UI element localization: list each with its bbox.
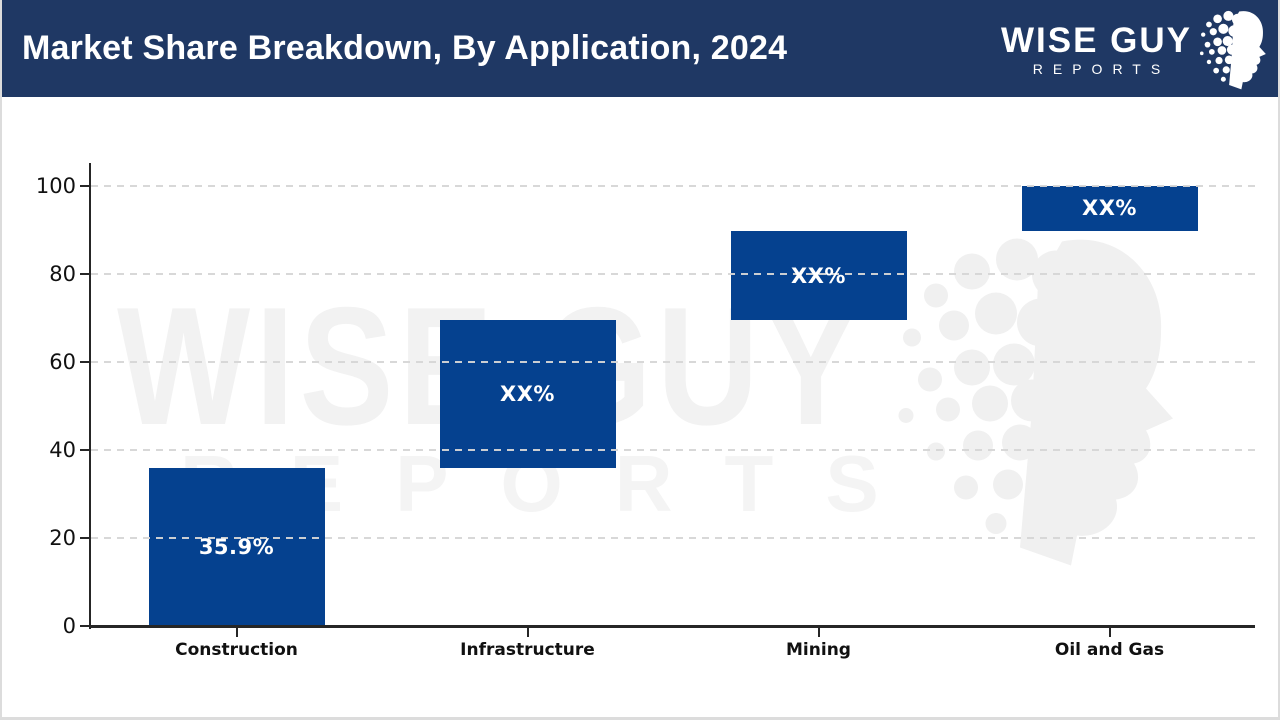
logo-wordmark: WISE GUY — [1000, 20, 1192, 60]
gridline — [91, 537, 1255, 539]
y-tick-label: 20 — [49, 526, 76, 550]
y-tick-label: 100 — [35, 174, 76, 198]
y-axis-tick — [80, 185, 89, 187]
header-bar: Market Share Breakdown, By Application, … — [2, 0, 1278, 97]
y-tick-label: 60 — [49, 350, 76, 374]
x-axis-tick — [235, 628, 238, 637]
x-axis-tick — [526, 628, 529, 637]
bar-value-label: 35.9% — [198, 535, 275, 559]
y-tick-label: 40 — [49, 438, 76, 462]
logo-subtitle: REPORTS — [1032, 60, 1171, 77]
bar-value-label: XX% — [1082, 196, 1137, 221]
x-axis-tick — [817, 628, 820, 637]
bar — [730, 230, 907, 321]
x-tick-label: Mining — [786, 640, 851, 660]
y-axis-tick — [80, 273, 89, 275]
wise-guy-head-icon — [1199, 10, 1266, 89]
bar-value-label: XX% — [500, 382, 555, 407]
y-axis-tick — [80, 361, 89, 363]
y-tick-label: 80 — [49, 262, 76, 286]
page-title: Market Share Breakdown, By Application, … — [22, 29, 788, 67]
x-tick-label: Infrastructure — [460, 640, 595, 660]
logo-text: WISE GUY REPORTS — [1000, 20, 1192, 77]
x-axis-tick — [1108, 628, 1111, 637]
bar-value-label: XX% — [791, 263, 846, 288]
plot-area: 0 20 40 60 80 100 35.9% Construction XX% Infrastr… — [2, 97, 1278, 717]
y-axis-tick — [80, 537, 89, 539]
bar — [148, 468, 325, 626]
gridline — [91, 273, 1255, 275]
wise-guy-reports-logo: WISE GUY REPORTS — [1001, 8, 1268, 90]
y-axis-tick — [80, 625, 89, 627]
gridline — [91, 185, 1255, 187]
y-axis-tick — [80, 449, 89, 451]
y-axis-line — [89, 163, 91, 629]
gridline — [91, 449, 1255, 451]
x-tick-label: Oil and Gas — [1054, 640, 1165, 660]
x-axis-line — [89, 625, 1255, 628]
bar — [439, 320, 616, 469]
x-tick-label: Construction — [175, 640, 298, 660]
gridline — [91, 361, 1255, 363]
bar — [1021, 186, 1198, 231]
y-tick-label: 0 — [62, 614, 76, 638]
